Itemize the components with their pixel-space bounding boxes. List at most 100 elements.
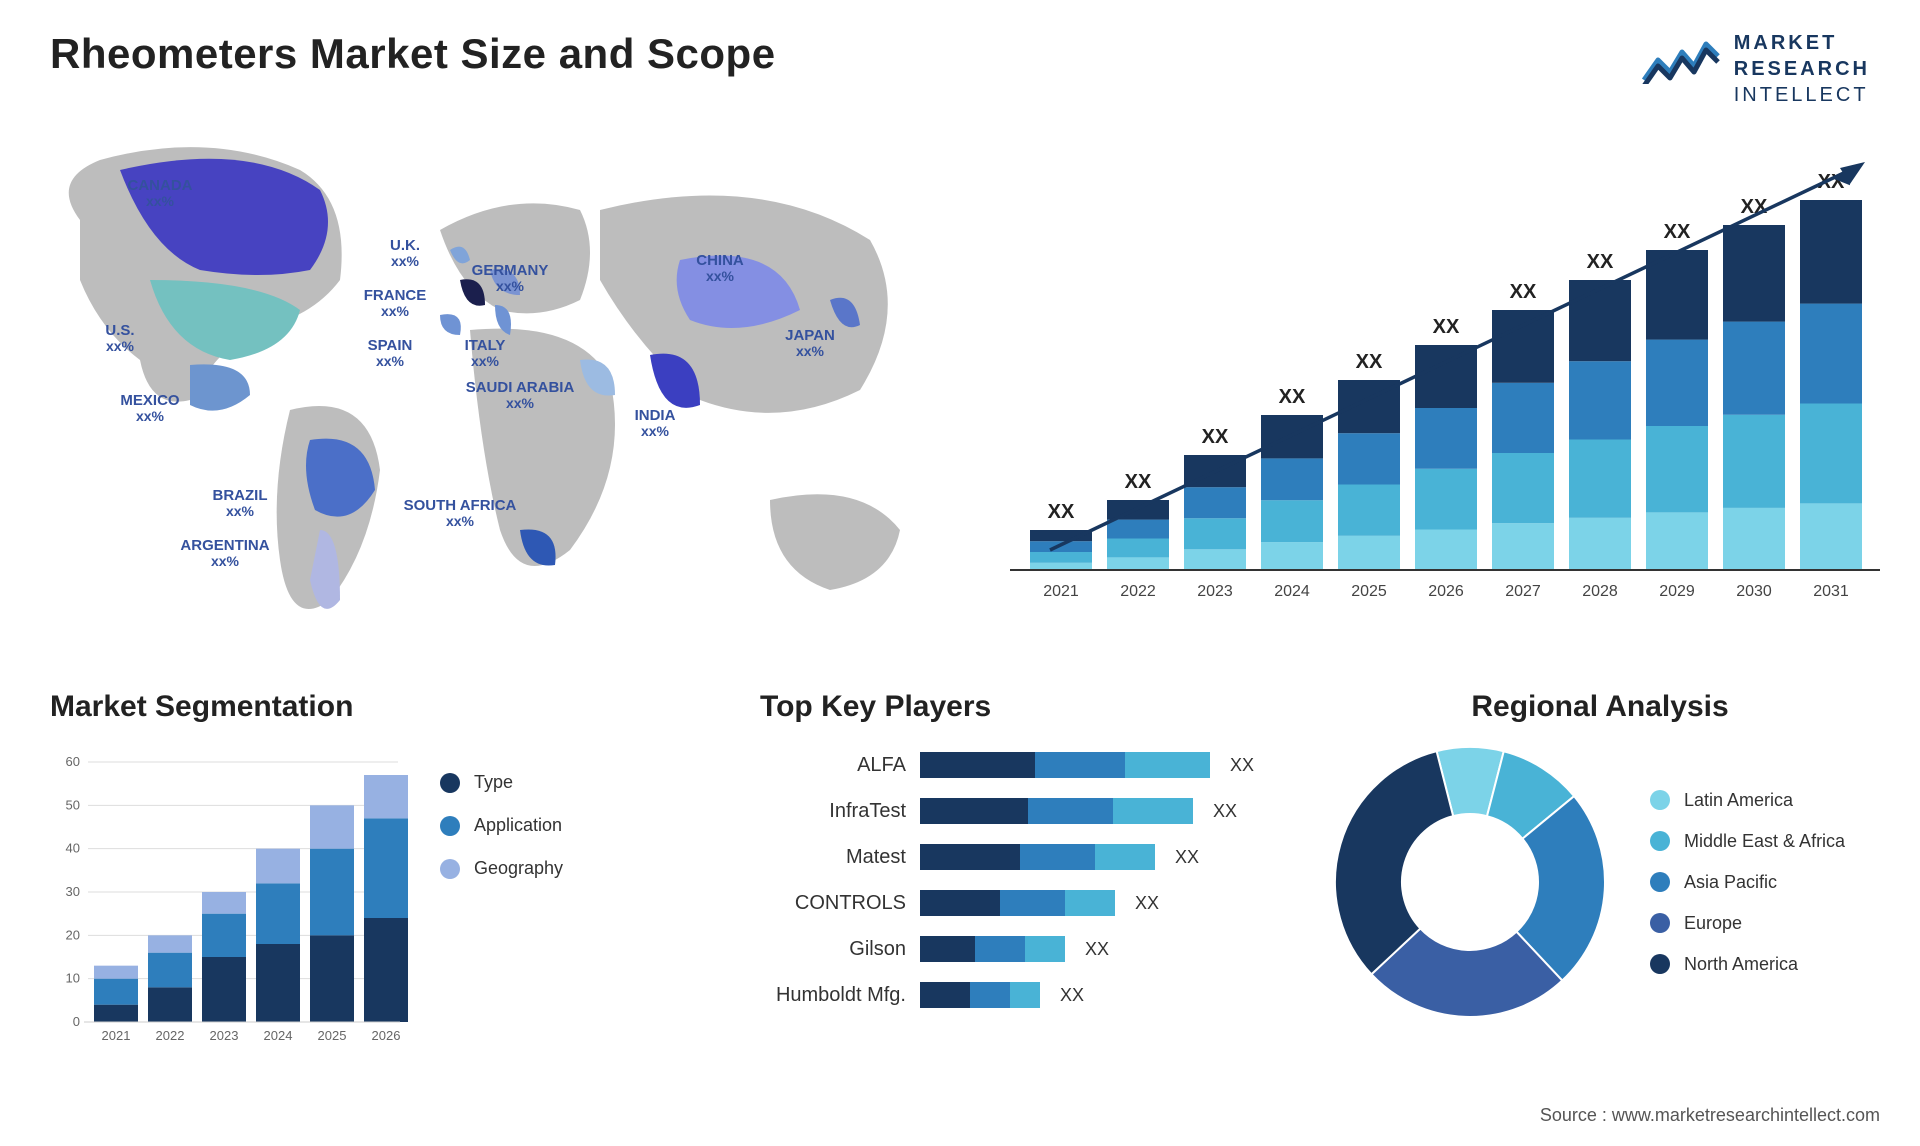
donut-legend: Latin America Middle East & Africa Asia Pa… xyxy=(1650,790,1845,975)
main-bar-segment xyxy=(1184,518,1246,549)
seg-x-tick: 2022 xyxy=(156,1028,185,1043)
main-bar-segment xyxy=(1030,563,1092,570)
main-bar-year: 2027 xyxy=(1505,583,1541,600)
map-country-label: SAUDI ARABIA xyxy=(466,379,575,396)
legend-swatch-icon xyxy=(1650,831,1670,851)
player-bar-segment xyxy=(1113,798,1193,824)
main-bar-year: 2030 xyxy=(1736,583,1772,600)
seg-bar-segment xyxy=(94,1005,138,1022)
main-bar-segment xyxy=(1261,500,1323,542)
main-bar-year: 2024 xyxy=(1274,583,1310,600)
player-bar-segment xyxy=(920,798,1028,824)
legend-swatch-icon xyxy=(440,859,460,879)
main-bar-value: XX xyxy=(1125,471,1152,493)
seg-bar-segment xyxy=(94,966,138,979)
map-country-label: JAPAN xyxy=(785,327,835,344)
main-bar-segment xyxy=(1107,539,1169,558)
player-bar xyxy=(920,752,1210,778)
main-bar-segment xyxy=(1415,469,1477,530)
player-name: Matest xyxy=(760,846,920,869)
player-name: Gilson xyxy=(760,938,920,961)
player-bar-segment xyxy=(1065,890,1115,916)
map-country-label: FRANCE xyxy=(364,287,427,304)
world-map-svg: CANADAxx%U.S.xx%MEXICOxx%BRAZILxx%ARGENT… xyxy=(40,130,970,660)
donut-legend-item: Asia Pacific xyxy=(1650,872,1845,893)
main-bar-segment xyxy=(1723,508,1785,570)
main-bar-value: XX xyxy=(1048,501,1075,523)
seg-x-tick: 2024 xyxy=(264,1028,293,1043)
donut-legend-item: Latin America xyxy=(1650,790,1845,811)
main-bar-segment xyxy=(1261,542,1323,570)
legend-label: Latin America xyxy=(1684,790,1793,811)
player-bar-segment xyxy=(970,982,1010,1008)
seg-y-tick: 20 xyxy=(66,927,80,942)
player-name: InfraTest xyxy=(760,800,920,823)
map-country-pct: xx% xyxy=(226,503,255,519)
map-country-label: MEXICO xyxy=(120,392,180,409)
seg-bar-segment xyxy=(310,935,354,1022)
seg-bar-segment xyxy=(364,818,408,918)
legend-swatch-icon xyxy=(1650,954,1670,974)
seg-y-tick: 50 xyxy=(66,797,80,812)
player-bar-segment xyxy=(920,982,970,1008)
map-country-label: GERMANY xyxy=(472,262,549,279)
seg-y-tick: 60 xyxy=(66,754,80,769)
map-country-label: U.S. xyxy=(105,322,134,339)
player-bar xyxy=(920,844,1155,870)
map-country-label: INDIA xyxy=(635,407,676,424)
main-bar-year: 2021 xyxy=(1043,583,1079,600)
player-bar xyxy=(920,798,1193,824)
segmentation-title: Market Segmentation xyxy=(50,690,580,724)
map-country-label: CHINA xyxy=(696,252,744,269)
map-country-pct: xx% xyxy=(471,353,500,369)
player-bar-segment xyxy=(975,936,1025,962)
seg-bar-segment xyxy=(256,849,300,884)
player-bar-segment xyxy=(1095,844,1155,870)
seg-bar-segment xyxy=(202,892,246,914)
main-bar-value: XX xyxy=(1356,351,1383,373)
logo-line1: MARKET xyxy=(1734,30,1870,56)
map-country-pct: xx% xyxy=(496,278,525,294)
donut-title: Regional Analysis xyxy=(1320,690,1880,724)
map-country-label: BRAZIL xyxy=(213,487,268,504)
main-bar-segment xyxy=(1184,549,1246,570)
player-bar xyxy=(920,890,1115,916)
seg-y-tick: 10 xyxy=(66,971,80,986)
player-name: ALFA xyxy=(760,754,920,777)
seg-bar-segment xyxy=(148,935,192,952)
legend-swatch-icon xyxy=(440,816,460,836)
seg-y-tick: 0 xyxy=(73,1014,80,1029)
main-bar-segment xyxy=(1415,408,1477,469)
seg-bar-segment xyxy=(256,944,300,1022)
main-bar-year: 2025 xyxy=(1351,583,1387,600)
main-bar-year: 2023 xyxy=(1197,583,1233,600)
logo-line2: RESEARCH xyxy=(1734,56,1870,82)
seg-bar-segment xyxy=(148,953,192,988)
map-region xyxy=(770,494,900,590)
player-bar-segment xyxy=(1025,936,1065,962)
legend-swatch-icon xyxy=(440,773,460,793)
main-bar-segment xyxy=(1800,503,1862,570)
main-bar-segment xyxy=(1492,310,1554,383)
seg-bar-segment xyxy=(148,987,192,1022)
legend-swatch-icon xyxy=(1650,872,1670,892)
donut-legend-item: Middle East & Africa xyxy=(1650,831,1845,852)
player-name: CONTROLS xyxy=(760,892,920,915)
main-bar-segment xyxy=(1184,487,1246,518)
donut-legend-item: North America xyxy=(1650,954,1845,975)
main-bar-segment xyxy=(1723,322,1785,415)
seg-legend-item: Type xyxy=(440,772,563,793)
map-country-pct: xx% xyxy=(506,395,535,411)
map-country-pct: xx% xyxy=(146,193,175,209)
map-country-label: U.K. xyxy=(390,237,420,254)
main-bar-segment xyxy=(1338,536,1400,570)
seg-legend-item: Geography xyxy=(440,858,563,879)
main-bar-segment xyxy=(1492,523,1554,570)
map-country-pct: xx% xyxy=(376,353,405,369)
main-bar-value: XX xyxy=(1664,221,1691,243)
map-country-pct: xx% xyxy=(641,423,670,439)
seg-x-tick: 2021 xyxy=(102,1028,131,1043)
player-bar-segment xyxy=(1020,844,1095,870)
seg-x-tick: 2026 xyxy=(372,1028,401,1043)
main-bar-segment xyxy=(1338,433,1400,484)
